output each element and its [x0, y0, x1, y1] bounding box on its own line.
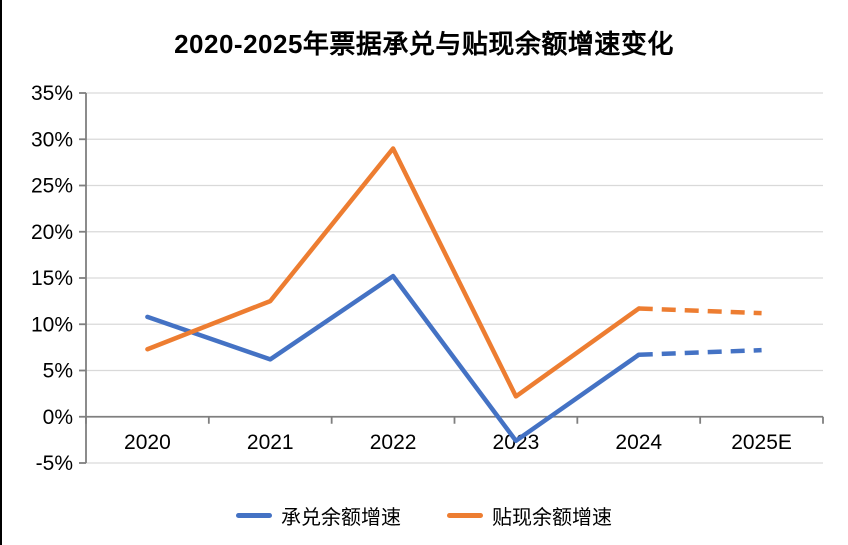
legend-swatch	[236, 513, 272, 518]
legend-swatch	[447, 513, 483, 518]
series-line-dashed	[638, 306, 762, 316]
ytick-label: 5%	[43, 360, 73, 383]
ytick-label: 20%	[31, 221, 73, 244]
series-line-solid	[145, 273, 641, 444]
legend: 承兑余额增速 贴现余额增速	[0, 501, 848, 530]
chart-title: 2020-2025年票据承兑与贴现余额增速变化	[174, 29, 674, 59]
legend-label: 贴现余额增速	[492, 507, 612, 529]
ytick-label: -5%	[36, 452, 73, 475]
xtick-label: 2025E	[731, 431, 792, 454]
xtick-labels-group: 2020 2021 2022 2023 2024 2025E	[124, 431, 792, 454]
ytick-label: 30%	[31, 128, 73, 151]
series-line-dashed	[638, 347, 762, 358]
gridlines-group	[86, 92, 823, 464]
ytick-labels-group: 35% 30% 25% 20% 15% 10% 5% 0% -5%	[31, 82, 73, 475]
ytick-label: 10%	[31, 313, 73, 336]
xtick-label: 2022	[370, 431, 417, 454]
chart-svg: 35% 30% 25% 20% 15% 10% 5% 0% -5% 2020 2021 2022 20…	[31, 82, 824, 475]
ytick-label: 15%	[31, 267, 73, 290]
ytick-label: 35%	[31, 82, 73, 105]
axes-group	[79, 92, 824, 464]
xtick-label: 2021	[247, 431, 294, 454]
legend-item: 贴现余额增速	[447, 501, 612, 530]
series-group	[145, 146, 762, 444]
xtick-label: 2020	[124, 431, 171, 454]
left-border-line	[0, 0, 2, 545]
series-line-solid	[145, 146, 641, 399]
xtick-label: 2024	[615, 431, 662, 454]
ytick-label: 25%	[31, 175, 73, 198]
ytick-label: 0%	[43, 406, 73, 429]
legend-label: 承兑余额增速	[281, 507, 401, 529]
legend-item: 承兑余额增速	[236, 501, 401, 530]
